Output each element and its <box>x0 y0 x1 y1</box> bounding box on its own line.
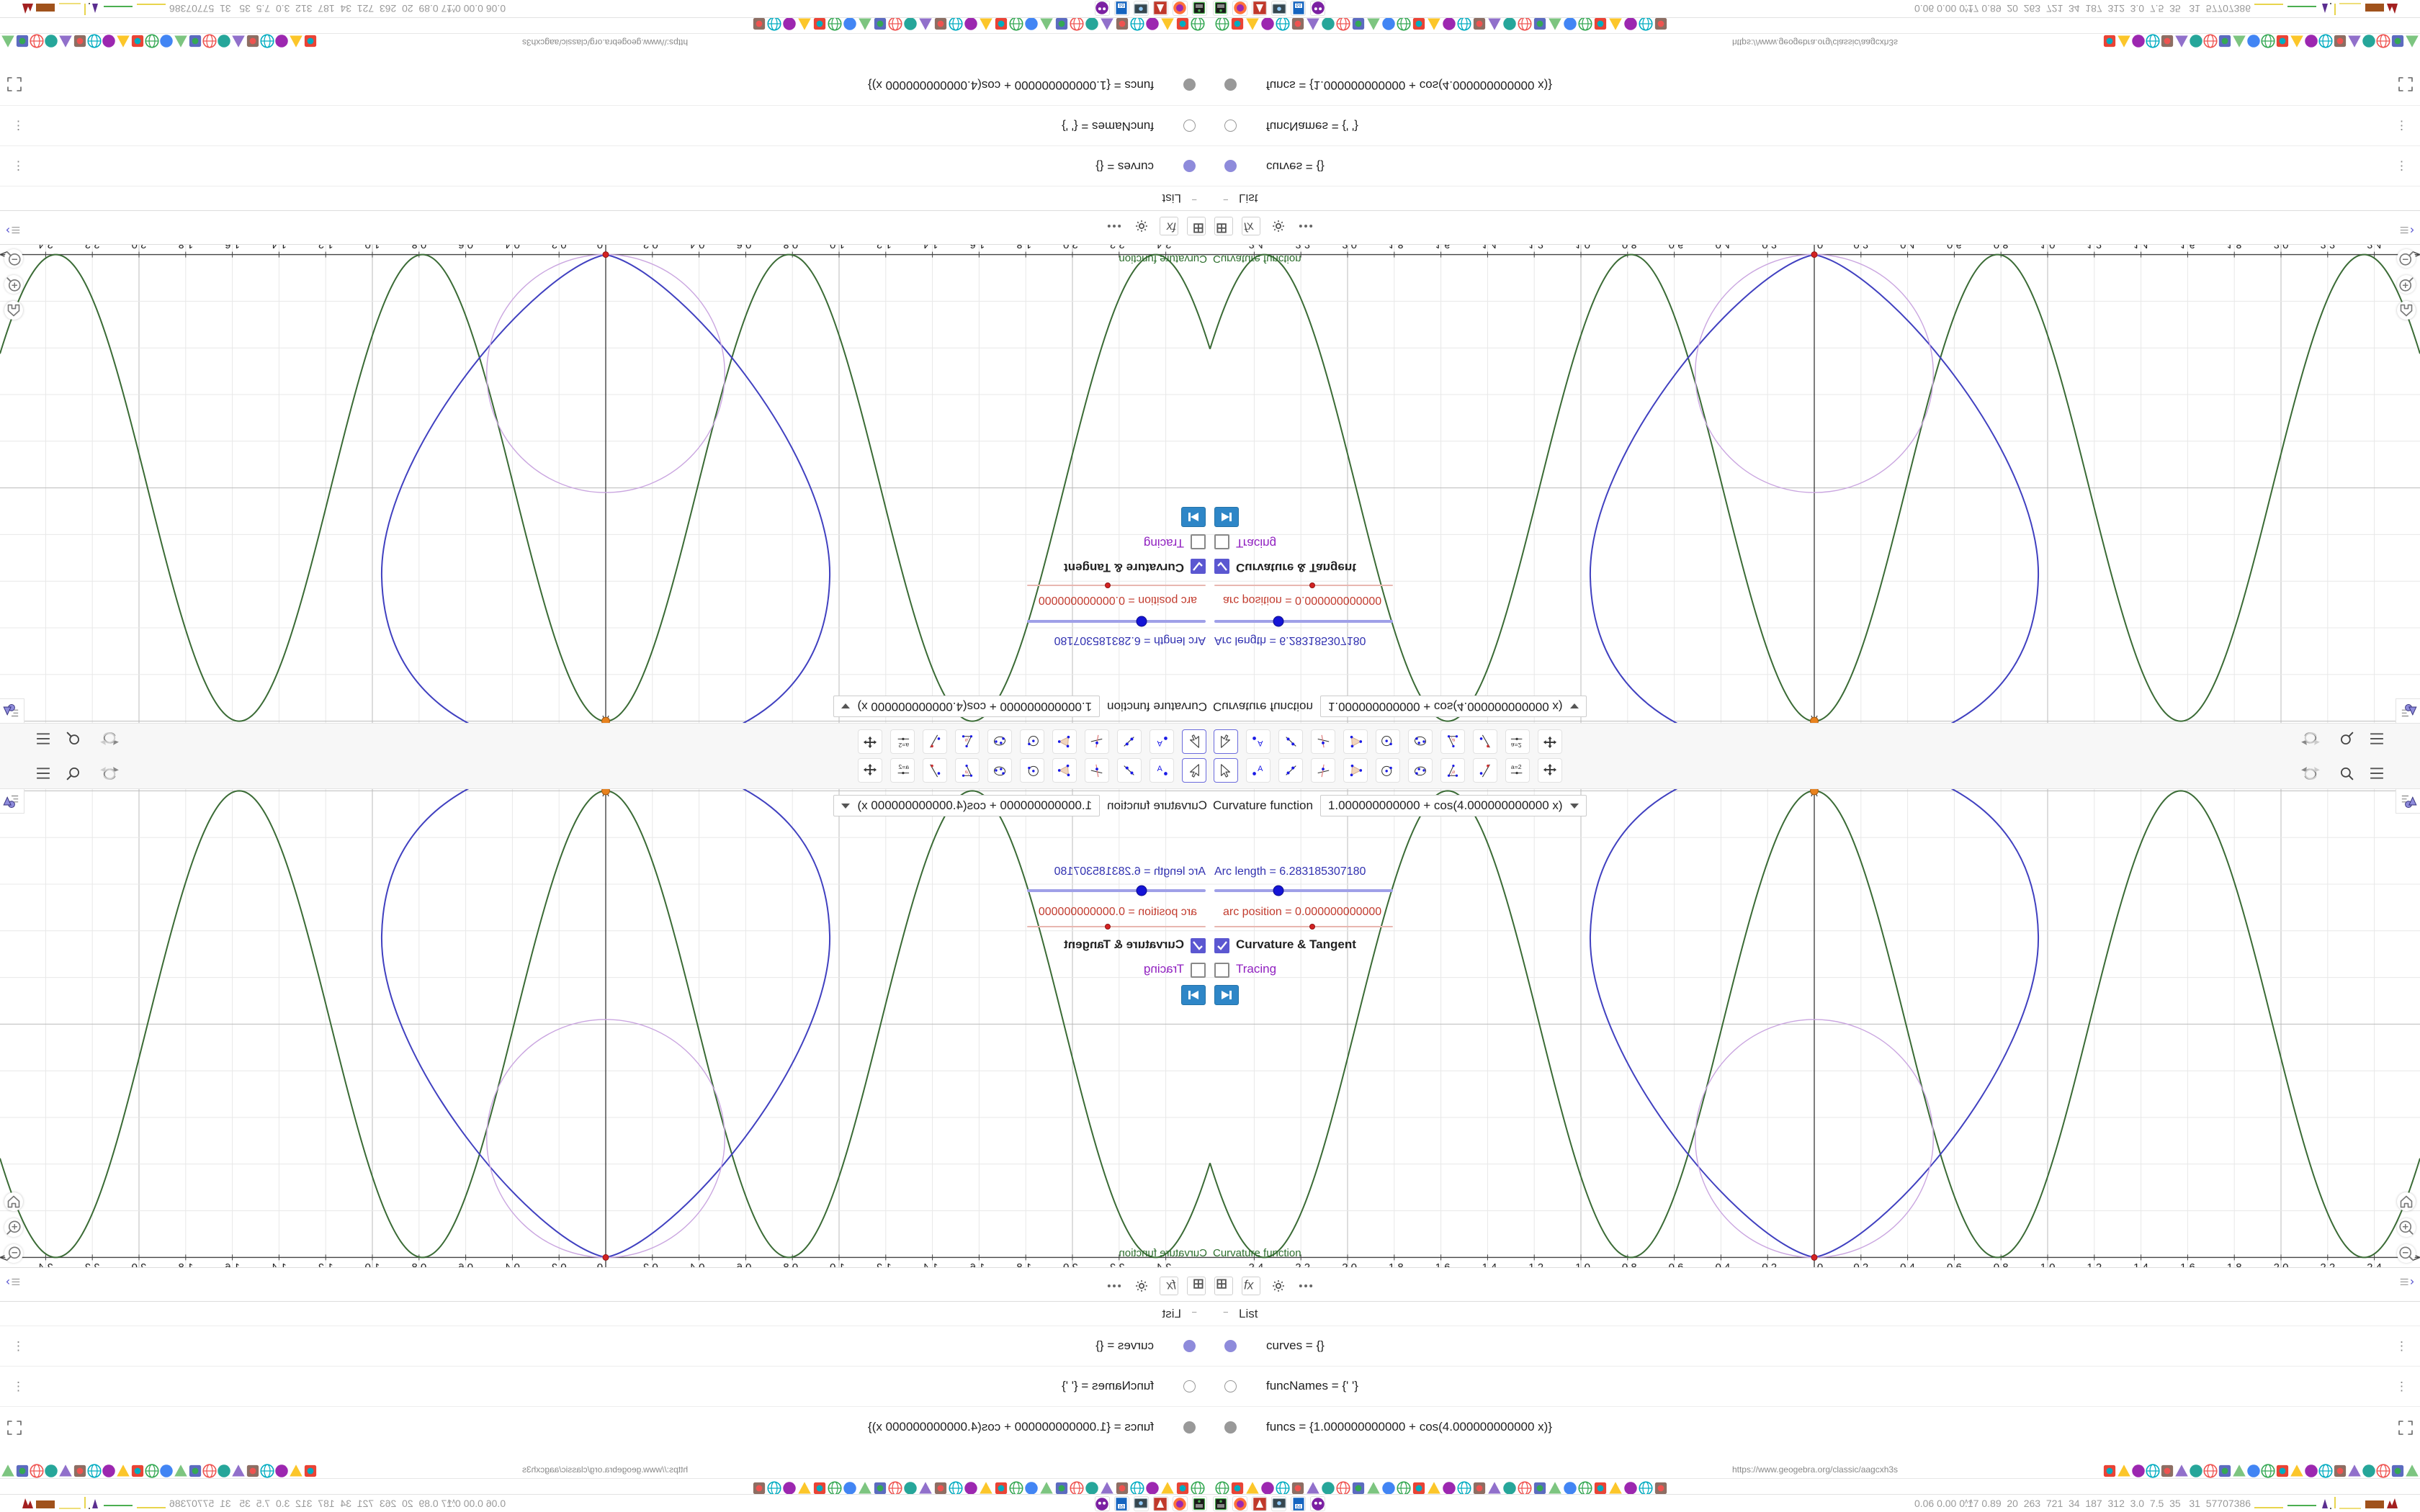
svg-text:a=2: a=2 <box>898 742 909 749</box>
svg-text:A: A <box>1258 739 1263 747</box>
svg-text:fx: fx <box>1244 1277 1255 1292</box>
svg-text:α: α <box>965 737 968 742</box>
svg-text:A: A <box>1157 739 1162 747</box>
svg-text:64: 64 <box>1296 1504 1301 1509</box>
svg-text:a=2: a=2 <box>1511 742 1522 749</box>
svg-text:fx: fx <box>1165 220 1176 235</box>
svg-text:fx: fx <box>1165 1277 1176 1292</box>
svg-text:64: 64 <box>1119 1504 1124 1509</box>
svg-text:α: α <box>1452 770 1455 775</box>
svg-text:64: 64 <box>1296 3 1301 8</box>
svg-text:A: A <box>1157 765 1162 773</box>
svg-text:a=2: a=2 <box>898 763 909 770</box>
svg-text:α: α <box>965 770 968 775</box>
svg-text:64: 64 <box>1119 3 1124 8</box>
svg-text:fx: fx <box>1244 220 1255 235</box>
svg-text:A: A <box>1258 765 1263 773</box>
svg-text:a=2: a=2 <box>1511 763 1522 770</box>
svg-text:α: α <box>1452 737 1455 742</box>
